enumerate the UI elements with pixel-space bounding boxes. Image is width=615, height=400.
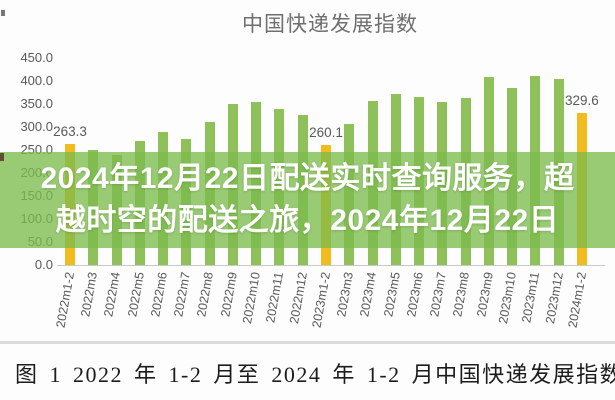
y-axis-tick-label: 0.0 [34,257,53,272]
y-axis-tick-label: 300.0 [20,118,53,134]
x-axis-tick-label: 2023m11 [519,271,543,324]
x-axis-tick-label: 2022m5 [124,271,147,318]
x-axis-tick-label: 2023m4 [357,271,380,318]
x-axis-tick-label: 2023m8 [450,271,473,318]
x-axis-tick-label: 2022m1-2 [53,271,77,329]
x-axis-tick-label: 2023m3 [334,271,357,318]
caption-divider [0,341,615,344]
headline-line-2: 越时空的配送之旅，2024年12月22日 [55,204,560,237]
x-axis-tick-label: 2022m3 [78,271,101,318]
headline-overlay-banner: 2024年12月22日配送实时查询服务，超 越时空的配送之旅，2024年12月2… [0,152,615,248]
x-axis-tick-label: 2022m10 [240,271,263,325]
x-axis-tick-label: 2022m6 [148,271,170,318]
y-axis-tick-label: 350.0 [20,95,53,111]
x-axis-tick-label: 2023m7 [427,271,450,318]
chart-title: 中国快递发展指数 [242,12,418,36]
bar-value-label: 263.3 [53,124,87,139]
x-axis-tick-label: 2023m10 [496,271,519,325]
x-axis-tick-label: 2022m7 [171,271,194,318]
x-axis-tick-label: 2024m1-2 [565,271,589,329]
x-axis-tick-label: 2023m6 [404,271,426,318]
figure-caption: 图 1 2022 年 1-2 月至 2024 年 1-2 月中国快递发展指数 [15,362,615,387]
edge-artifact-mark [1,10,5,16]
x-axis-tick-label: 2022m12 [286,271,310,325]
y-axis-tick-label: 400.0 [20,72,53,88]
x-axis-tick-label: 2023m12 [542,271,566,325]
x-axis-tick-label: 2023m9 [474,271,496,318]
y-axis-tick-label: 450.0 [20,49,53,65]
x-axis-tick-label: 2022m4 [101,271,124,318]
x-axis-tick-label: 2023m1-2 [309,271,333,329]
x-axis-tick-label: 2022m8 [194,271,217,318]
x-axis-tick-label: 2023m5 [380,271,403,318]
edge-artifact-mark [0,153,4,161]
x-axis-line [57,265,605,266]
bar-value-label: 260.1 [309,125,343,140]
bar-value-label: 329.6 [565,93,599,108]
headline-line-1: 2024年12月22日配送实时查询服务，超 [40,162,575,195]
x-axis-tick-label: 2022m11 [263,271,287,324]
x-axis-tick-label: 2022m9 [218,271,240,318]
